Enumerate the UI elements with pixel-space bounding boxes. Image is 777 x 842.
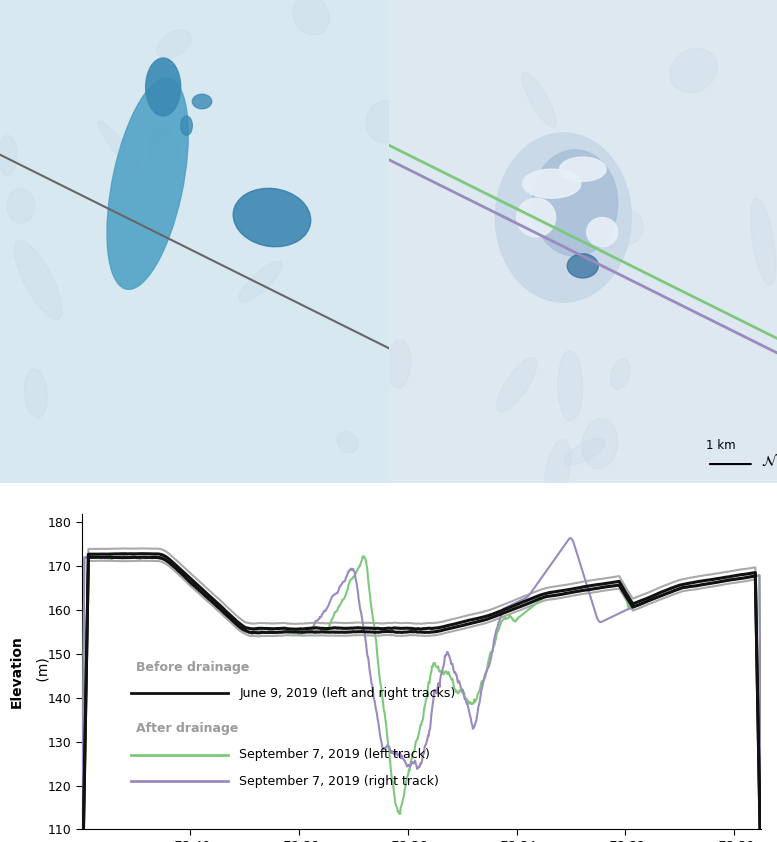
Ellipse shape [616,211,643,244]
Ellipse shape [146,58,180,116]
Ellipse shape [564,439,605,466]
Text: 1 km: 1 km [706,439,736,452]
Ellipse shape [522,72,556,127]
Ellipse shape [193,94,212,109]
Ellipse shape [387,340,411,388]
Ellipse shape [25,369,47,418]
Ellipse shape [7,189,35,223]
Ellipse shape [517,198,556,237]
Ellipse shape [587,217,618,247]
Ellipse shape [751,198,776,285]
Ellipse shape [293,0,329,35]
Ellipse shape [532,150,618,256]
Text: September 7, 2019 (left track): September 7, 2019 (left track) [239,749,430,761]
Ellipse shape [582,418,618,469]
Text: Before drainage: Before drainage [136,661,249,674]
Ellipse shape [147,130,179,174]
Ellipse shape [337,432,358,453]
Text: $\mathcal{N}$$\nearrow$: $\mathcal{N}$$\nearrow$ [761,454,777,469]
Ellipse shape [152,123,172,147]
Ellipse shape [522,169,580,198]
Ellipse shape [497,358,537,412]
Ellipse shape [239,261,282,302]
Text: After drainage: After drainage [136,722,239,735]
Text: June 9, 2019 (left and right tracks): June 9, 2019 (left and right tracks) [239,687,455,700]
Ellipse shape [496,133,631,302]
Ellipse shape [14,240,62,319]
Ellipse shape [567,253,598,278]
Text: September 7, 2019 (right track): September 7, 2019 (right track) [239,775,439,787]
Ellipse shape [233,189,311,247]
Ellipse shape [98,121,147,182]
Ellipse shape [545,440,571,502]
Ellipse shape [180,116,193,136]
Ellipse shape [670,48,717,93]
Ellipse shape [559,157,606,181]
Ellipse shape [558,350,583,421]
Ellipse shape [523,255,587,290]
Text: (m): (m) [37,657,51,686]
Ellipse shape [107,78,188,290]
Ellipse shape [611,359,630,389]
Ellipse shape [367,101,402,142]
Ellipse shape [0,136,17,175]
Ellipse shape [157,29,191,58]
Text: Elevation: Elevation [10,635,24,708]
